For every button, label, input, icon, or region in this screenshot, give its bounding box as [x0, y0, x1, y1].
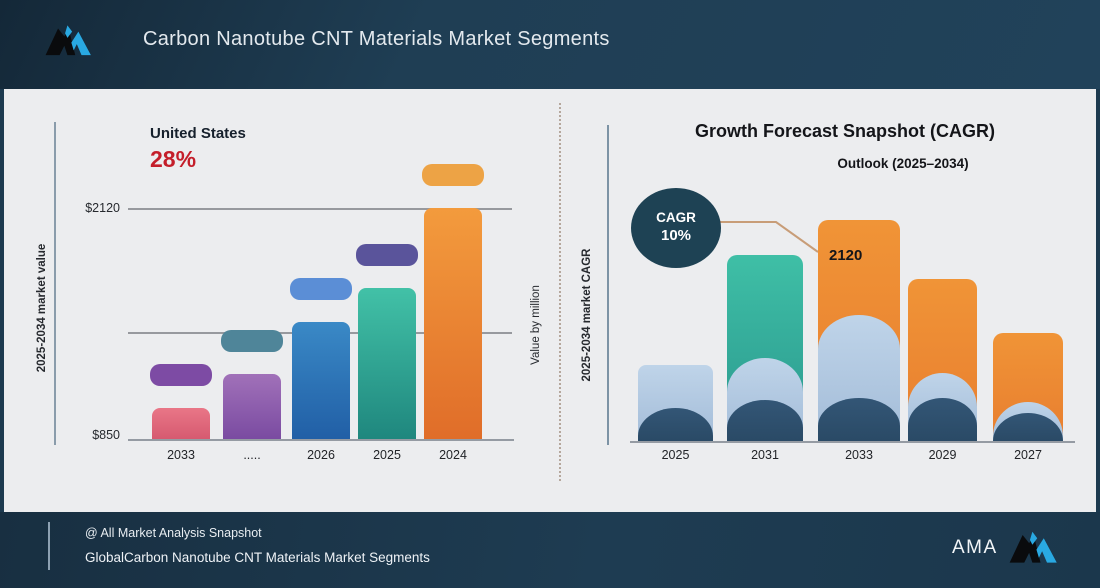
stacked-bar-2025 — [638, 364, 713, 441]
segment-base-2031 — [727, 400, 803, 441]
left-secondary-axis-label: Value by million — [530, 285, 542, 365]
left-ytick-850: $850 — [92, 428, 120, 442]
bar-annotation-2120: 2120 — [829, 247, 863, 264]
bar-cap-2024 — [422, 164, 484, 186]
left-callout-value: 28% — [150, 146, 197, 172]
left-callout-title: United States — [150, 125, 246, 142]
bar-cap-..... — [221, 330, 283, 353]
left-xlabel-2024: 2024 — [439, 448, 467, 462]
left-ytick-2120: $2120 — [85, 201, 120, 215]
ama-footer-logo-icon — [1009, 531, 1057, 563]
cagr-badge-label: CAGR — [656, 210, 696, 226]
bar-cap-2025 — [356, 244, 418, 267]
bar-cap-2033 — [150, 364, 212, 387]
right-xlabel-2025: 2025 — [661, 448, 690, 462]
left-xlabel-2033: 2033 — [167, 448, 195, 462]
right-xlabel-2029: 2029 — [928, 448, 957, 462]
panel-divider — [559, 103, 561, 481]
left-xlabel-2025: 2025 — [373, 448, 401, 462]
cagr-connector-line — [720, 221, 819, 253]
stacked-bar-2027 — [993, 333, 1063, 441]
bar-2024 — [424, 208, 482, 439]
right-y-axis-label: 2025-2034 market CAGR — [581, 248, 593, 382]
footer: @ All Market Analysis Snapshot GlobalCar… — [0, 512, 1100, 588]
footer-divider — [48, 522, 50, 570]
right-xlabel-2027: 2027 — [1014, 448, 1042, 462]
cagr-badge: CAGR 10% — [631, 188, 721, 268]
ama-logo-icon — [45, 25, 91, 56]
bar-..... — [223, 374, 281, 439]
bar-2033 — [152, 408, 210, 439]
footer-title-line: GlobalCarbon Nanotube CNT Materials Mark… — [85, 550, 430, 565]
right-chart-subtitle: Outlook (2025–2034) — [837, 156, 969, 171]
right-y-axis — [607, 125, 609, 445]
footer-brand-text: AMA — [952, 537, 998, 558]
right-xlabel-2031: 2031 — [751, 448, 779, 462]
left-y-axis — [54, 122, 56, 445]
right-x-axis — [630, 441, 1075, 443]
bar-cap-2026 — [290, 278, 352, 301]
segment-base-2029 — [908, 398, 977, 441]
stacked-bar-2033 — [818, 220, 900, 441]
stacked-bar-2029 — [908, 279, 977, 441]
segment-base-2033 — [818, 398, 900, 441]
right-xlabel-2033: 2033 — [845, 448, 873, 462]
header: Carbon Nanotube CNT Materials Market Seg… — [0, 0, 1100, 89]
bar-2025 — [358, 288, 416, 439]
left-xlabel-.....: ..... — [243, 448, 261, 462]
page-title: Carbon Nanotube CNT Materials Market Seg… — [143, 28, 610, 50]
left-x-axis — [128, 439, 514, 441]
left-gridline-top — [128, 208, 512, 210]
left-y-axis-label: 2025-2034 market value — [36, 243, 48, 373]
right-chart-title: Growth Forecast Snapshot (CAGR) — [694, 121, 995, 141]
footer-source-line: @ All Market Analysis Snapshot — [85, 526, 262, 540]
bar-2026 — [292, 322, 350, 439]
left-xlabel-2026: 2026 — [307, 448, 335, 462]
cagr-badge-value: 10% — [660, 227, 692, 245]
stacked-bar-2031 — [727, 255, 803, 441]
